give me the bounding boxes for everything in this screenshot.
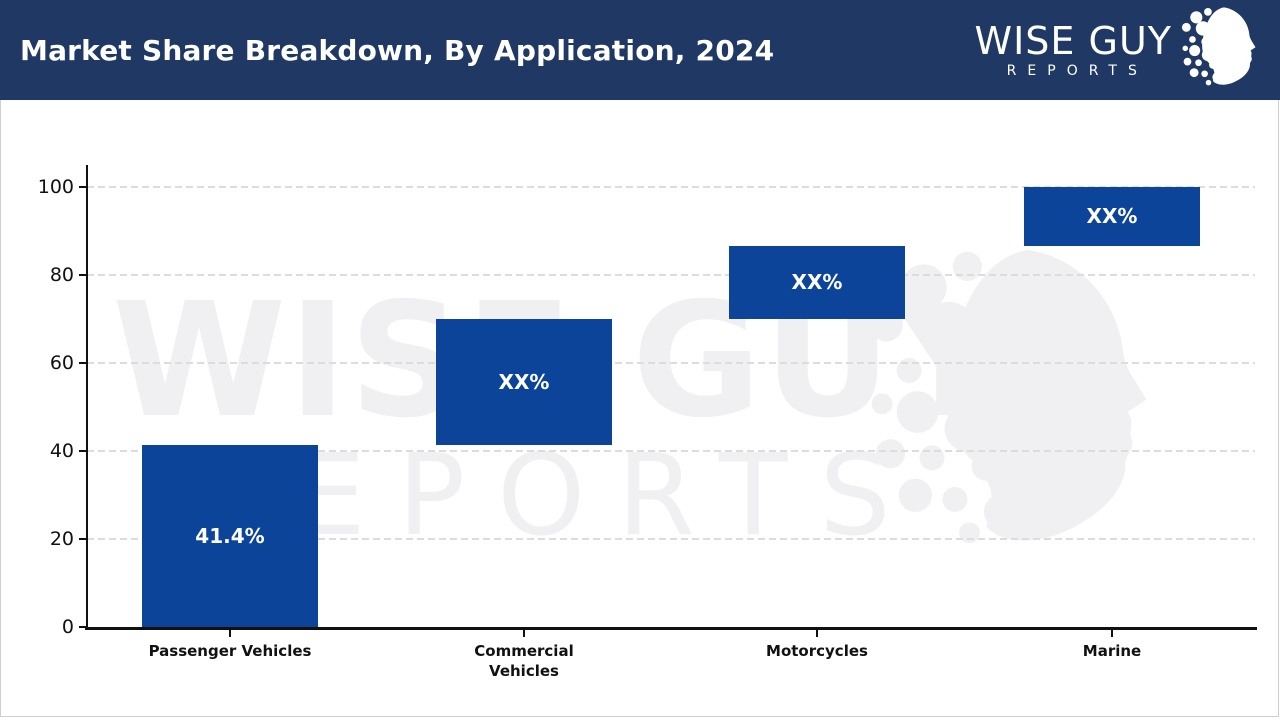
x-tick-mark [523,630,525,637]
gridline-y60 [87,362,1255,364]
logo-brand-name: WISE GUY [974,19,1172,63]
x-tick-mark [1111,630,1113,637]
y-axis [86,165,88,627]
page-title: Market Share Breakdown, By Application, … [20,33,775,67]
y-tick-mark [79,186,87,188]
x-tick-mark [816,630,818,637]
x-category-label: Motorcycles [766,642,868,660]
y-tick-label: 40 [49,440,74,462]
bar-marine: XX% [1024,187,1200,246]
wise-guy-reports-logo: WISE GUY REPORTS [975,3,1262,97]
y-tick-mark [79,274,87,276]
y-tick-label: 80 [49,264,74,286]
gridline-y80 [87,274,1255,276]
y-tick-label: 20 [49,528,74,550]
x-tick-mark [229,630,231,637]
y-tick-mark [79,538,87,540]
logo-brand-subtitle: REPORTS [1006,63,1148,79]
y-tick-mark [79,626,87,628]
y-tick-label: 100 [37,176,74,198]
bar-value-label: 41.4% [195,523,265,548]
bar-value-label: XX% [1086,204,1138,229]
gridline-y40 [87,450,1255,452]
gridline-y20 [87,538,1255,540]
bar-value-label: XX% [791,270,843,295]
y-tick-label: 60 [49,352,74,374]
gridline-y100 [87,186,1255,188]
logo-text: WISE GUY REPORTS [975,22,1172,78]
x-category-label: Passenger Vehicles [148,642,312,660]
dot-head-icon [1181,7,1256,86]
x-category-label: Commercial Vehicles [474,642,574,680]
x-axis [85,627,1257,630]
bar-motorcycles: XX% [729,245,905,319]
header-bar: Market Share Breakdown, By Application, … [0,0,1280,100]
y-tick-mark [79,450,87,452]
bar-value-label: XX% [498,369,550,394]
y-tick-label: 0 [61,616,74,638]
bar-passenger-vehicles: 41.4% [142,444,318,627]
bar-commercial-vehicles: XX% [436,319,612,445]
y-tick-mark [79,362,87,364]
x-category-label: Marine [1082,642,1142,660]
